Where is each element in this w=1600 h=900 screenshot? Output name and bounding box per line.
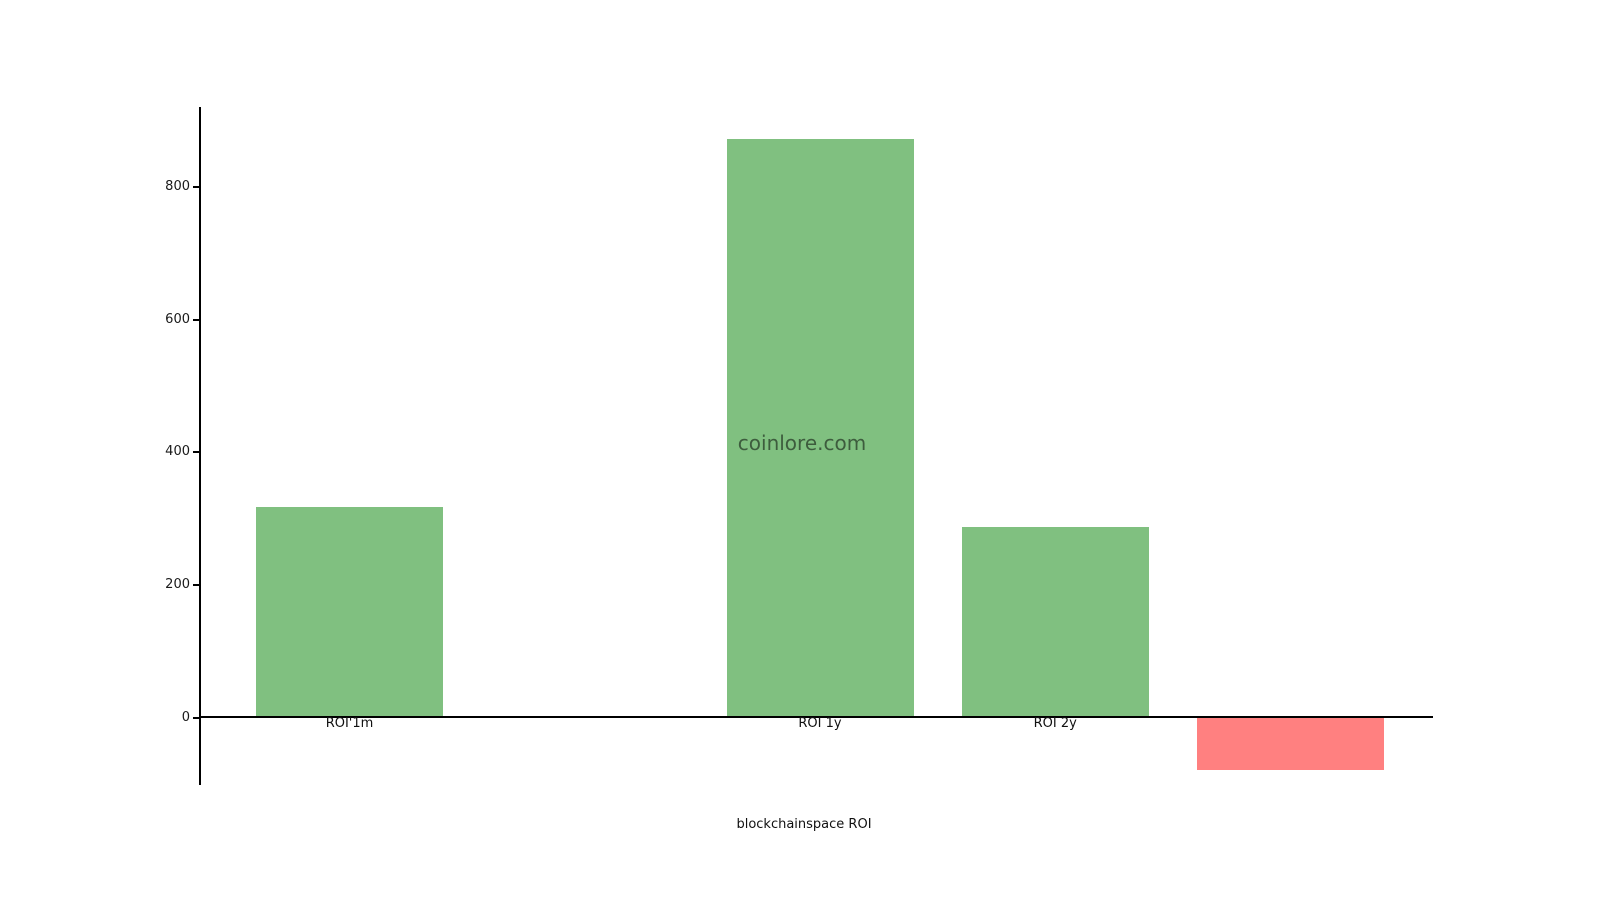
bar-roi-1m [256,507,443,718]
y-tick-mark [193,186,199,189]
chart-title: blockchainspace ROI [736,817,872,832]
bar-roi-2y [961,527,1149,718]
y-tick-label: 800 [165,179,190,195]
bar-roi-1y [726,138,914,718]
y-tick-mark [193,583,199,586]
watermark-text: coinlore.com [737,431,867,455]
y-tick-label: 200 [165,576,190,592]
y-axis-line [199,107,201,785]
x-tick-label-roi-1m: ROI'1m [325,716,374,731]
y-tick-mark [193,318,199,321]
y-tick-label: 400 [165,444,190,460]
y-tick-label: 600 [165,311,190,327]
x-axis-line [199,716,1433,718]
x-tick-label-roi-1y: ROI 1y [798,716,842,731]
y-tick-label: 0 [181,709,190,725]
x-tick-label-roi-2y: ROI 2y [1033,716,1077,731]
y-tick-mark [193,451,199,454]
y-tick-mark [193,716,199,719]
bar-slot-5 [1197,717,1384,770]
